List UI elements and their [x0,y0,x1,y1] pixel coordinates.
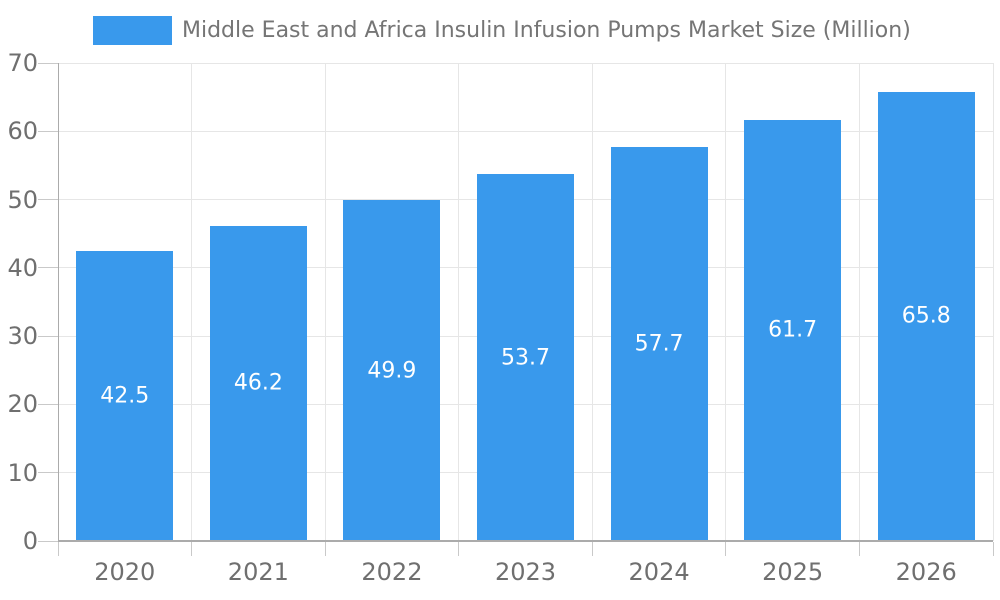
x-axis-tick [858,542,860,556]
y-axis-tick [38,403,58,405]
y-axis-label: 50 [7,185,38,214]
y-gridline [58,130,993,132]
x-axis-label: 2021 [227,558,289,586]
x-axis-tick [324,542,326,556]
bar-2020[interactable] [76,250,174,541]
bar-value-label: 61.7 [768,317,818,343]
y-axis-tick [38,540,58,542]
y-gridline [58,62,993,64]
x-axis-label: 2026 [895,558,957,586]
y-axis-tick [38,130,58,132]
bar-value-label: 46.2 [233,370,283,396]
x-axis-tick [458,542,460,556]
y-axis-tick [38,335,58,337]
x-gridline [458,63,460,541]
y-axis-tick [38,472,58,474]
x-axis-label: 2020 [94,558,156,586]
y-axis-label: 40 [7,253,38,282]
x-axis-label: 2024 [628,558,690,586]
chart-legend[interactable]: Middle East and Africa Insulin Infusion … [93,15,911,45]
x-gridline [191,63,193,541]
x-gridline [324,63,326,541]
bar-value-label: 53.7 [501,345,550,371]
x-gridline [858,63,860,541]
x-axis-tick [191,542,193,556]
y-axis-label: 30 [7,322,38,351]
y-axis-tick [38,62,58,64]
bar-2022[interactable] [343,200,441,541]
plot-area: 42.5 46.2 49.9 53.7 57.7 61.7 65.8 [38,62,994,556]
x-axis-label: 2025 [762,558,824,586]
x-gridline [992,63,994,541]
x-axis-label: 2022 [361,558,423,586]
bar-value-label: 57.7 [634,331,684,357]
bar-value-label: 42.5 [100,383,150,409]
x-axis-line [58,540,993,542]
y-axis-line [57,63,59,541]
bar-2023[interactable] [477,174,574,541]
y-axis-label: 0 [22,527,38,555]
y-axis-label: 60 [7,117,38,146]
legend-swatch [93,15,172,45]
y-axis-label: 20 [7,390,38,419]
x-gridline [591,63,593,541]
x-axis-tick [725,542,727,556]
bar-2021[interactable] [209,225,307,541]
x-axis-tick [591,542,593,556]
bar-value-label: 49.9 [367,358,417,384]
x-axis-tick [57,542,59,556]
bar-2024[interactable] [610,147,708,541]
bar-value-label: 65.8 [901,303,951,329]
x-gridline [725,63,727,541]
bar-2026[interactable] [877,91,975,541]
x-axis-label: 2023 [494,558,557,586]
y-axis-label: 70 [7,49,38,77]
y-axis-tick [38,199,58,201]
y-axis-label: 10 [7,458,38,487]
bar-2025[interactable] [744,119,842,541]
x-axis-tick [992,542,994,556]
y-axis-tick [38,267,58,269]
legend-label: Middle East and Africa Insulin Infusion … [182,17,911,43]
